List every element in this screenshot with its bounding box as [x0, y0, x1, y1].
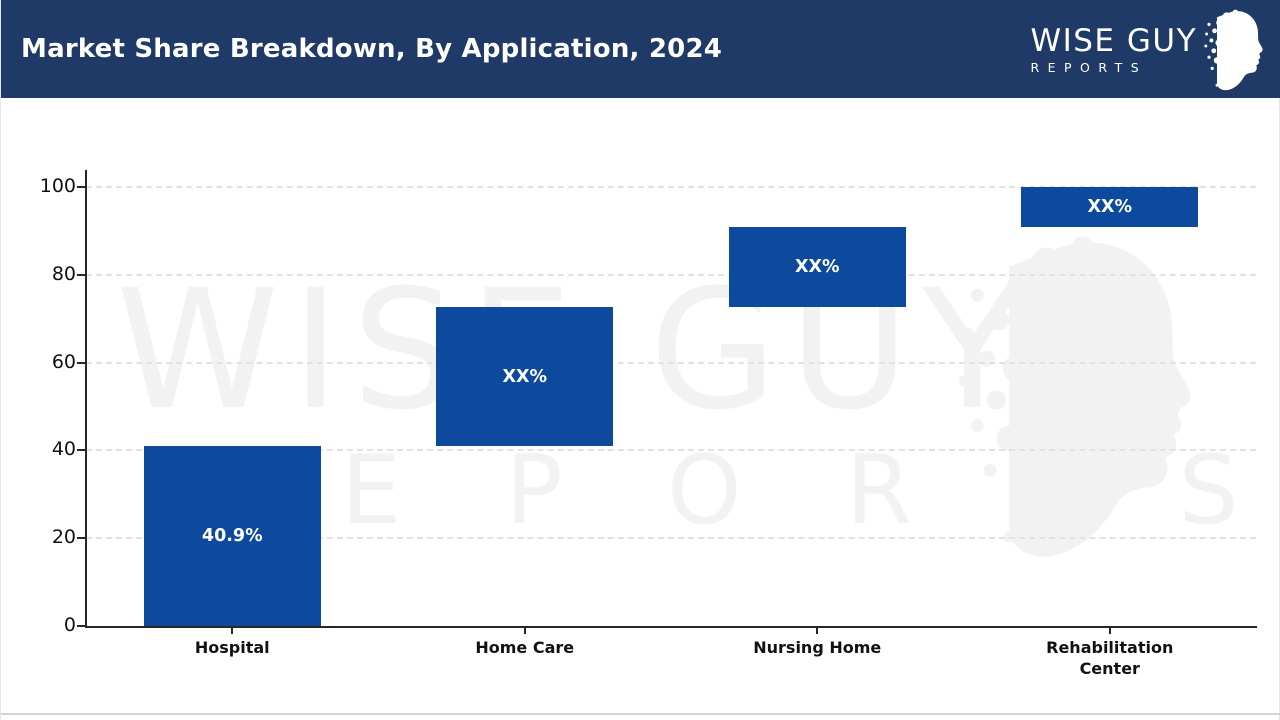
- y-tick-mark: [77, 186, 85, 188]
- y-tick-label: 60: [51, 350, 76, 373]
- y-tick-mark: [77, 537, 85, 540]
- logo-subtitle: REPORTS: [1030, 59, 1148, 75]
- wise-guy-logo: WISE GUY REPORTS: [1030, 8, 1267, 92]
- bar-value-label: XX%: [1087, 196, 1133, 217]
- bar: 40.9%: [143, 446, 321, 626]
- y-tick-label: 0: [63, 614, 76, 636]
- y-tick-mark: [77, 449, 85, 452]
- logo-wordmark: WISE GUY: [1030, 23, 1197, 60]
- logo-text: WISE GUY REPORTS: [1030, 25, 1197, 75]
- bar: XX%: [436, 306, 614, 447]
- x-axis-line: [85, 626, 1257, 628]
- y-tick-label: 20: [51, 526, 76, 549]
- bottom-border: [1, 713, 1280, 715]
- y-tick-label: 40: [51, 438, 76, 461]
- gridline: [86, 449, 1256, 452]
- gridline: [86, 273, 1256, 276]
- x-tick-label: Home Care: [475, 638, 575, 657]
- y-tick-label: 80: [51, 262, 76, 285]
- gridline: [86, 186, 1256, 188]
- x-tick-label: Rehabilitation Center: [1046, 638, 1174, 678]
- x-tick-label: Nursing Home: [753, 638, 882, 657]
- x-tick-label: Hospital: [194, 638, 270, 657]
- bar-value-label: 40.9%: [201, 526, 263, 547]
- bar-value-label: XX%: [502, 366, 548, 387]
- y-tick-mark: [77, 273, 85, 276]
- gridline: [86, 361, 1256, 364]
- y-tick-label: 100: [39, 175, 76, 197]
- y-tick-mark: [77, 625, 85, 627]
- x-tick-mark: [523, 626, 526, 634]
- bar: XX%: [728, 226, 906, 307]
- waterfall-chart: 40.9% XX% XX% XX% 0 20 40 60 80 100 Hospital Home…: [1, 98, 1280, 720]
- y-tick-mark: [77, 361, 85, 364]
- header-bar: Market Share Breakdown, By Application, …: [1, 0, 1280, 98]
- bar: XX%: [1021, 187, 1199, 227]
- x-tick-mark: [1108, 626, 1111, 634]
- x-tick-mark: [816, 626, 819, 634]
- page-title: Market Share Breakdown, By Application, …: [21, 34, 723, 64]
- gridline: [86, 537, 1256, 540]
- bar-value-label: XX%: [794, 256, 840, 277]
- y-axis-line: [85, 170, 87, 628]
- x-tick-mark: [231, 626, 234, 634]
